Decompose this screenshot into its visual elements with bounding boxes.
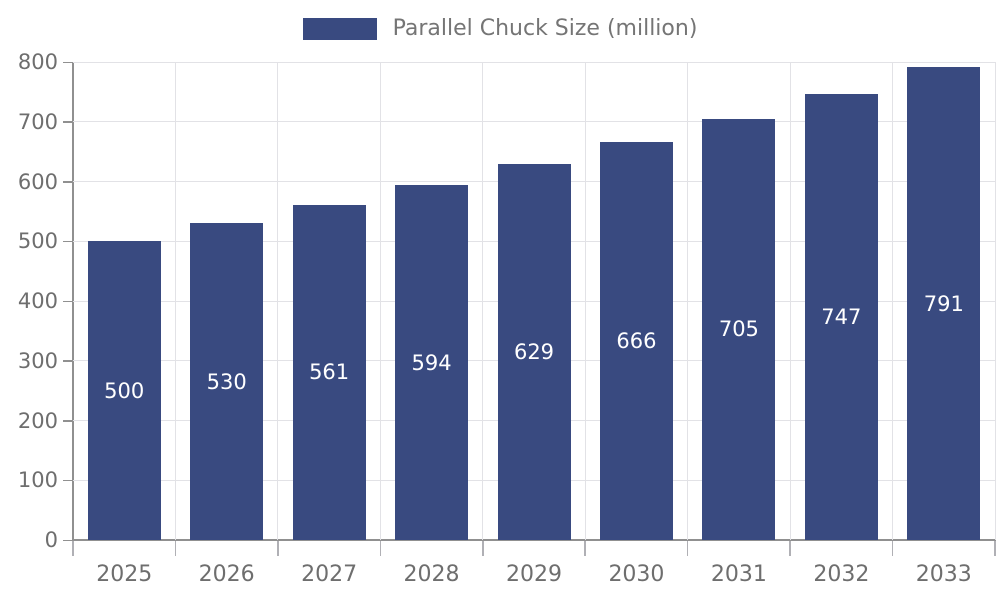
bar-2027[interactable]: 561 [292,204,366,540]
y-axis-tick [63,61,72,63]
x-axis-tick [482,541,484,556]
y-axis-tick [63,121,72,123]
gridline-horizontal [73,61,995,63]
legend-swatch [302,18,377,40]
legend-label: Parallel Chuck Size (million) [392,16,698,41]
x-axis-tick-label: 2029 [506,562,562,587]
bar-value-label: 530 [206,369,247,394]
x-axis-tick-label: 2028 [403,562,460,587]
plot-area: 500 530 561 594 629 666 705 747 791 [63,61,996,556]
y-axis-tick-label: 700 [17,109,58,134]
bar-value-label: 747 [821,304,862,329]
y-axis-tick-label: 300 [17,348,58,373]
x-axis-tick-label: 2025 [96,562,153,587]
x-axis-tick [891,541,894,556]
y-axis-tick-label: 100 [17,468,58,493]
x-axis-tick [686,541,689,556]
y-axis-tick-label: 600 [17,169,58,194]
y-axis-tick-label: 0 [44,528,58,552]
gridline-vertical [584,62,586,540]
x-axis-tick [174,541,177,556]
bar-value-label: 629 [513,340,555,365]
bar-2031[interactable]: 705 [702,118,776,540]
x-axis-tick-label: 2032 [813,562,870,587]
gridline-vertical [994,62,996,540]
x-axis-tick [277,541,279,556]
x-axis-tick [584,541,586,556]
bar-value-label: 500 [104,378,145,403]
x-axis-tick [72,541,74,556]
y-axis-tick [63,539,72,541]
x-axis-tick [994,541,996,556]
bar-value-label: 791 [923,291,964,316]
x-axis-line [72,539,996,541]
gridline-vertical [687,62,689,540]
y-axis-tick [63,360,72,362]
bar-2028[interactable]: 594 [395,185,469,540]
x-axis-tick-label: 2030 [608,562,665,587]
bar-value-label: 561 [309,360,350,385]
x-axis-tick [789,541,791,556]
x-axis-tick-label: 2031 [710,562,767,587]
bar-2033[interactable]: 791 [907,67,981,540]
x-axis-tick-label: 2026 [198,562,255,587]
bar-2029[interactable]: 629 [497,164,571,540]
bar-2026[interactable]: 530 [190,223,264,540]
gridline-vertical [174,62,176,540]
bar-2025[interactable]: 500 [87,241,161,540]
gridline-vertical [892,62,894,540]
bar-value-label: 666 [616,329,657,354]
bar-value-label: 594 [411,350,452,375]
y-axis-tick [63,479,72,482]
y-axis-tick [63,240,72,243]
bar-2032[interactable]: 747 [804,93,878,540]
y-axis-tick [63,300,72,302]
y-axis-tick [63,420,72,422]
gridline-vertical [482,62,484,540]
gridline-vertical [379,62,381,540]
y-axis-tick-label: 400 [17,289,58,313]
y-axis-tick-label: 500 [17,229,58,254]
x-axis-tick [379,541,382,556]
bar-value-label: 705 [718,317,759,342]
y-axis-tick-label: 200 [17,408,58,433]
gridline-horizontal [73,121,995,123]
bar-2030[interactable]: 666 [599,142,673,540]
legend-item[interactable]: Parallel Chuck Size (million) [0,14,1000,44]
x-axis-tick-label: 2027 [301,562,358,587]
gridline-vertical [789,62,791,540]
y-axis-tick-label: 800 [17,50,58,74]
gridline-vertical [277,62,279,540]
y-axis-tick [63,181,72,183]
x-axis-tick-label: 2033 [915,562,972,587]
